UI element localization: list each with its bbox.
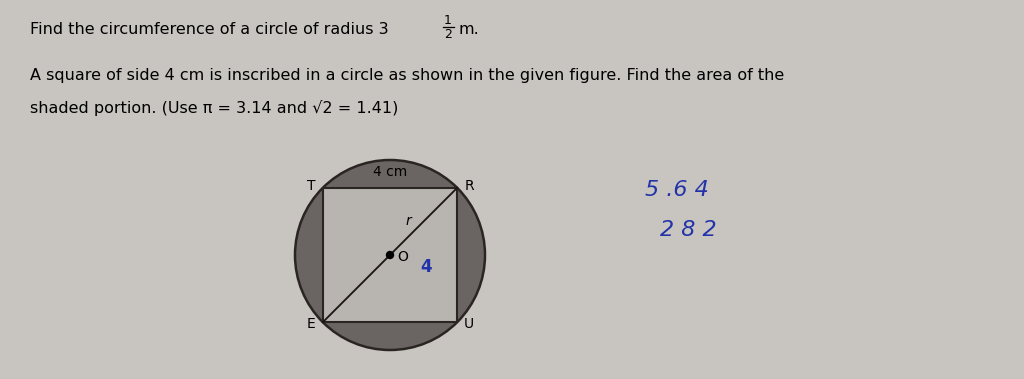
Text: r: r [406,214,411,228]
Text: 4 cm: 4 cm [373,165,408,179]
Text: 2: 2 [444,28,452,41]
Text: O: O [397,250,408,264]
Text: Find the circumference of a circle of radius 3: Find the circumference of a circle of ra… [30,22,389,37]
Circle shape [386,252,393,258]
Text: T: T [307,179,315,193]
Text: 4: 4 [420,258,432,276]
Text: 1: 1 [444,14,452,27]
Text: 5 .6 4: 5 .6 4 [645,180,709,200]
Text: shaded portion. (Use π = 3.14 and √2 = 1.41): shaded portion. (Use π = 3.14 and √2 = 1… [30,100,398,116]
Circle shape [295,160,485,350]
Text: R: R [464,179,474,193]
Polygon shape [323,188,457,322]
Text: E: E [307,317,315,331]
Text: U: U [464,317,474,331]
Text: A square of side 4 cm is inscribed in a circle as shown in the given figure. Fin: A square of side 4 cm is inscribed in a … [30,68,784,83]
Text: 2 8 2: 2 8 2 [660,220,717,240]
Text: m.: m. [458,22,479,37]
